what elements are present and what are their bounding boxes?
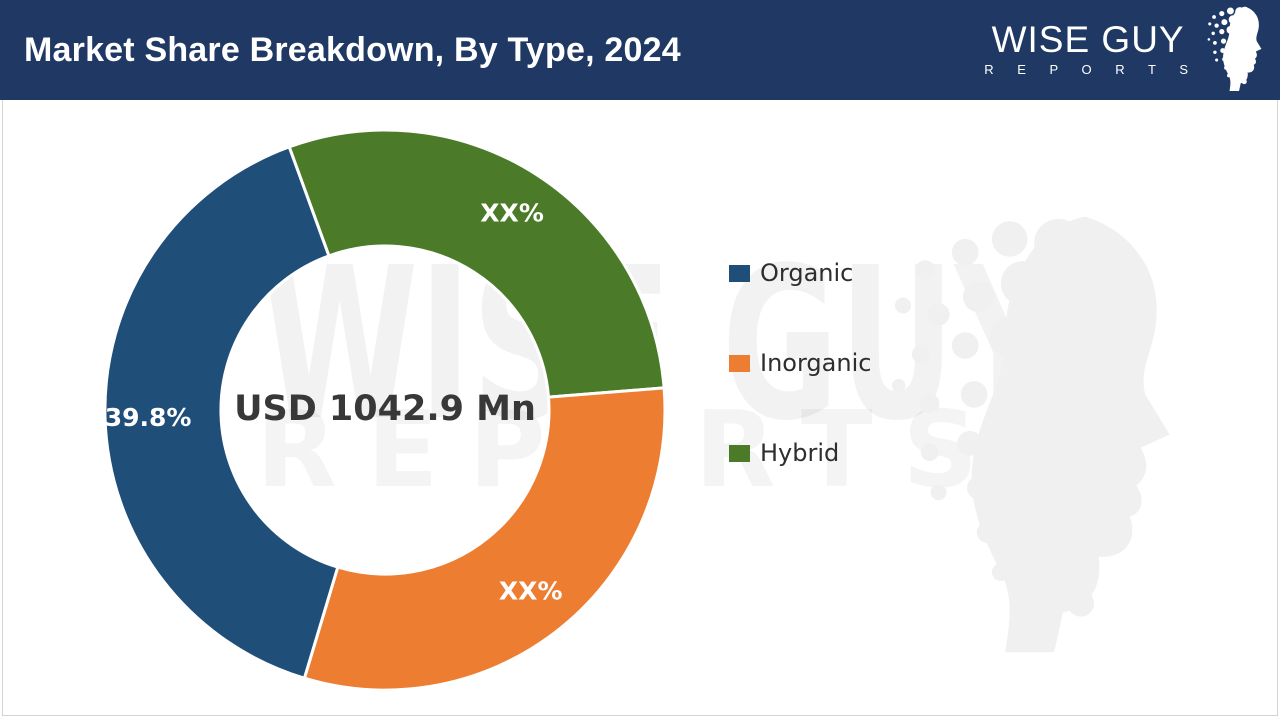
legend-swatch-hybrid bbox=[729, 444, 750, 462]
legend-item-organic: Organic bbox=[729, 253, 871, 293]
legend-label-inorganic: Inorganic bbox=[760, 349, 872, 377]
legend-swatch-inorganic bbox=[729, 354, 750, 372]
header-bar: Market Share Breakdown, By Type, 2024 WI… bbox=[0, 0, 1280, 100]
legend-item-hybrid: Hybrid bbox=[729, 433, 871, 473]
watermark-face-icon bbox=[891, 216, 1170, 653]
legend: Organic Inorganic Hybrid bbox=[729, 253, 871, 523]
legend-label-organic: Organic bbox=[760, 259, 854, 287]
legend-label-hybrid: Hybrid bbox=[760, 439, 840, 467]
logo-wordmark: WISE GUY bbox=[991, 19, 1185, 60]
brand-logo-text: WISE GUY R E P O R T S bbox=[978, 19, 1198, 77]
logo-subtext: R E P O R T S bbox=[984, 62, 1198, 77]
page-title: Market Share Breakdown, By Type, 2024 bbox=[24, 30, 681, 69]
donut-center-value: USD 1042.9 Mn bbox=[234, 389, 536, 429]
brand-logo: WISE GUY R E P O R T S bbox=[978, 4, 1264, 92]
legend-swatch-organic bbox=[729, 264, 750, 282]
legend-item-inorganic: Inorganic bbox=[729, 343, 871, 383]
logo-face-icon bbox=[1207, 6, 1262, 92]
